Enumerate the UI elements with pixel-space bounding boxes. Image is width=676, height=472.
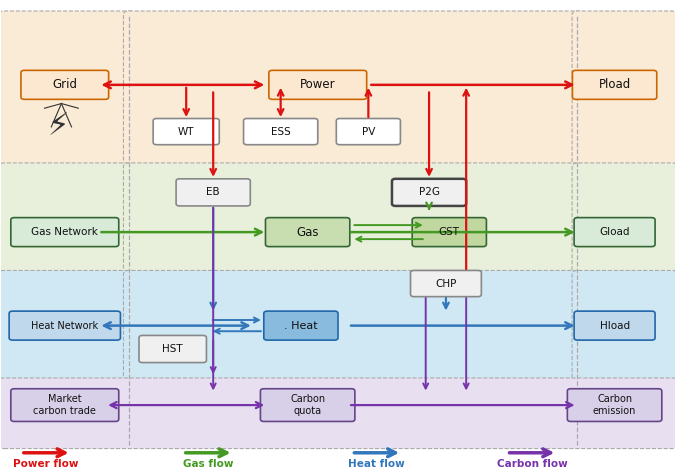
FancyBboxPatch shape (572, 270, 676, 386)
Text: CHP: CHP (435, 278, 456, 288)
FancyBboxPatch shape (243, 118, 318, 145)
FancyBboxPatch shape (9, 311, 120, 340)
FancyBboxPatch shape (269, 70, 366, 99)
FancyBboxPatch shape (11, 389, 119, 421)
Text: Hload: Hload (600, 320, 629, 330)
FancyBboxPatch shape (337, 118, 400, 145)
Text: Heat flow: Heat flow (348, 459, 405, 469)
FancyBboxPatch shape (124, 11, 583, 170)
Text: Gas Network: Gas Network (31, 227, 98, 237)
FancyBboxPatch shape (124, 270, 583, 386)
Text: Pload: Pload (598, 78, 631, 92)
Text: Gas: Gas (296, 226, 319, 239)
FancyBboxPatch shape (139, 336, 206, 362)
Text: GST: GST (439, 227, 460, 237)
Text: Carbon
quota: Carbon quota (290, 394, 325, 416)
Text: HST: HST (162, 344, 183, 354)
Text: Carbon
emission: Carbon emission (593, 394, 636, 416)
Text: PV: PV (362, 126, 375, 136)
FancyBboxPatch shape (1, 12, 675, 447)
FancyBboxPatch shape (153, 118, 219, 145)
FancyBboxPatch shape (410, 270, 481, 296)
FancyBboxPatch shape (176, 179, 250, 206)
Text: EB: EB (206, 187, 220, 197)
Text: Power: Power (300, 78, 335, 92)
Text: ⚡: ⚡ (47, 112, 69, 142)
Text: Power flow: Power flow (14, 459, 79, 469)
FancyBboxPatch shape (260, 389, 355, 421)
Text: Market
carbon trade: Market carbon trade (33, 394, 96, 416)
FancyBboxPatch shape (124, 163, 583, 278)
FancyBboxPatch shape (11, 218, 119, 246)
FancyBboxPatch shape (412, 218, 487, 246)
FancyBboxPatch shape (572, 11, 676, 170)
FancyBboxPatch shape (573, 70, 657, 99)
FancyBboxPatch shape (392, 179, 466, 206)
Text: Grid: Grid (52, 78, 77, 92)
FancyBboxPatch shape (21, 70, 109, 99)
Text: . Heat: . Heat (284, 320, 318, 330)
Text: WT: WT (178, 126, 195, 136)
FancyBboxPatch shape (0, 378, 676, 448)
FancyBboxPatch shape (567, 389, 662, 421)
FancyBboxPatch shape (572, 163, 676, 278)
Text: ESS: ESS (271, 126, 291, 136)
FancyBboxPatch shape (266, 218, 349, 246)
FancyBboxPatch shape (574, 218, 655, 246)
Text: P2G: P2G (418, 187, 439, 197)
FancyBboxPatch shape (0, 11, 135, 170)
FancyBboxPatch shape (0, 163, 135, 278)
Text: Gas flow: Gas flow (183, 459, 233, 469)
FancyBboxPatch shape (0, 270, 135, 386)
Text: Carbon flow: Carbon flow (497, 459, 567, 469)
FancyBboxPatch shape (264, 311, 338, 340)
Text: Heat Network: Heat Network (31, 320, 98, 330)
Text: Gload: Gload (600, 227, 630, 237)
FancyBboxPatch shape (574, 311, 655, 340)
